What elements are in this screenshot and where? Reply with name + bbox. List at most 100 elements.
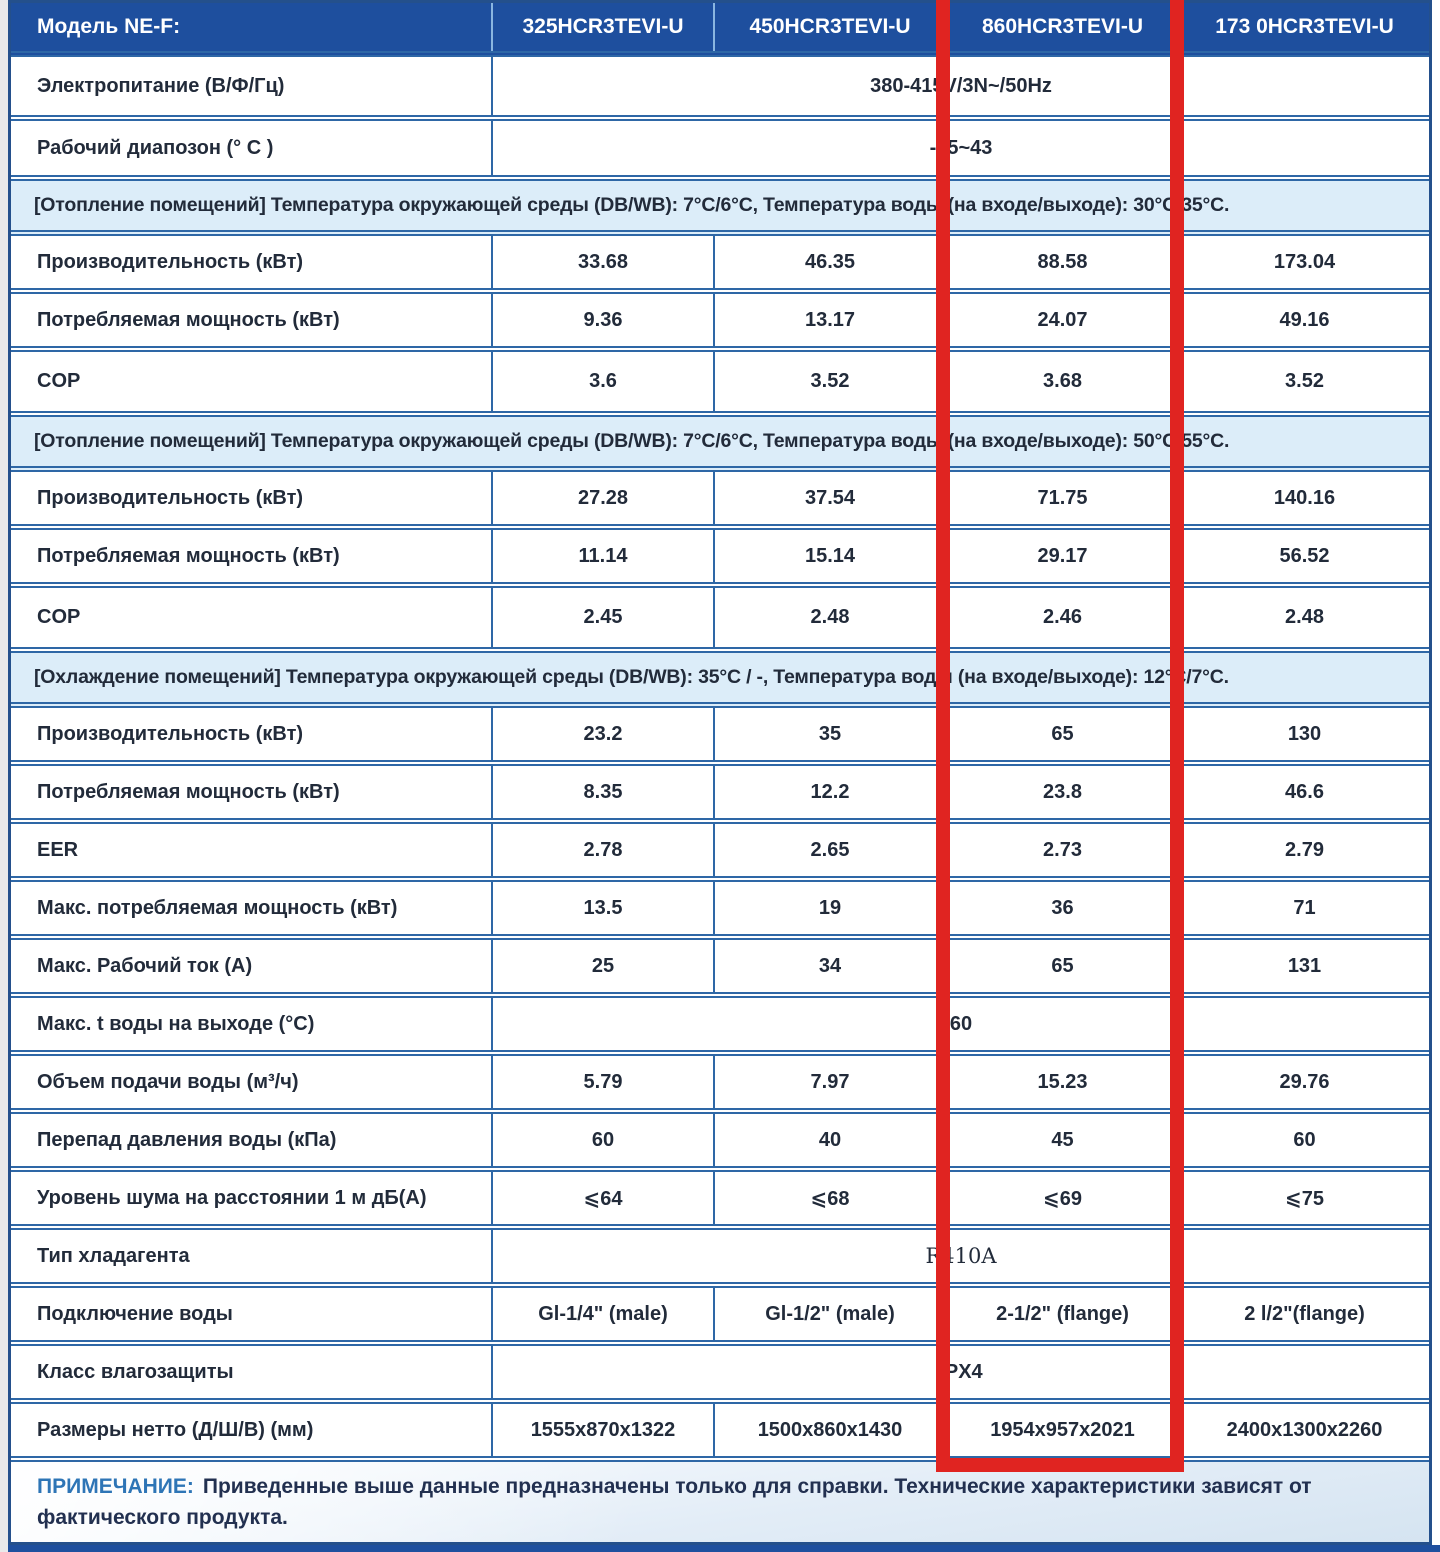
spec-label: Макс. Рабочий ток (А): [11, 940, 493, 992]
table-row: Уровень шума на расстоянии 1 м дБ(А) ⩽64 ⩽…: [11, 1172, 1429, 1230]
table-row: Производительность (кВт) 33.68 46.35 88.58 1…: [11, 236, 1429, 294]
spec-value-merged: -25~43: [929, 136, 993, 159]
section-header-row: [Отопление помещений] Температура окружа…: [11, 417, 1429, 472]
spec-value: ⩽69: [947, 1172, 1180, 1224]
column-header-1: 325HCR3TEVI-U: [493, 3, 715, 51]
spec-label: Электропитание (В/Ф/Гц): [11, 57, 493, 115]
spec-value: 9.36: [493, 294, 715, 346]
table-row: COP 2.45 2.48 2.46 2.48: [11, 588, 1429, 653]
spec-value: Gl-1/4" (male): [493, 1288, 715, 1340]
spec-label: Уровень шума на расстоянии 1 м дБ(А): [11, 1172, 493, 1224]
spec-value: 36: [947, 882, 1180, 934]
spec-value: 2.79: [1285, 838, 1324, 861]
spec-value: 2.73: [947, 824, 1180, 876]
section-title: [Отопление помещений] Температура окружа…: [34, 430, 1230, 452]
spec-value: 60: [1293, 1128, 1316, 1151]
section-title: [Охлаждение помещений] Температура окруж…: [34, 666, 1229, 688]
table-header-row: Модель NE-F: 325HCR3TEVI-U 450HCR3TEVI-U 86…: [11, 3, 1429, 57]
spec-value: 11.14: [493, 530, 715, 582]
section-header-row: [Отопление помещений] Температура окружа…: [11, 181, 1429, 236]
spec-value: 65: [947, 940, 1180, 992]
spec-value: 65: [947, 708, 1180, 760]
table-row: Производительность (кВт) 27.28 37.54 71.75 1…: [11, 472, 1429, 530]
spec-label: Производительность (кВт): [11, 708, 493, 760]
spec-value: 24.07: [947, 294, 1180, 346]
spec-label: Перепад давления воды (кПа): [11, 1114, 493, 1166]
table-row: Производительность (кВт) 23.2 35 65 130: [11, 708, 1429, 766]
table-row: Потребляемая мощность (кВт) 9.36 13.17 24.0…: [11, 294, 1429, 352]
spec-value: 37.54: [715, 472, 947, 524]
spec-value: 71: [1293, 896, 1316, 919]
note-label: ПРИМЕЧАНИЕ:: [37, 1474, 194, 1498]
spec-value: 2.78: [493, 824, 715, 876]
table-row: Потребляемая мощность (кВт) 8.35 12.2 23.8 4…: [11, 766, 1429, 824]
spec-value: 2.48: [1285, 606, 1324, 628]
spec-value: 2.65: [715, 824, 947, 876]
spec-value-merged: 380-415V/3N~/50Hz: [870, 74, 1052, 97]
spec-value: 3.68: [947, 352, 1180, 411]
table-row: COP 3.6 3.52 3.68 3.52: [11, 352, 1429, 417]
spec-value: 29.76: [1279, 1070, 1330, 1093]
page-left-margin: [0, 0, 8, 1552]
spec-value: 2-1/2" (flange): [947, 1288, 1180, 1340]
table-row: Подключение воды Gl-1/4" (male) Gl-1/2" (m…: [11, 1288, 1429, 1346]
spec-value: 33.68: [493, 236, 715, 288]
spec-value: 1555x870x1322: [493, 1404, 715, 1456]
spec-value: 25: [493, 940, 715, 992]
spec-value: 173.04: [1273, 250, 1336, 273]
spec-label: Класс влагозащиты: [11, 1346, 493, 1398]
spec-value: 3.52: [715, 352, 947, 411]
spec-value: ⩽68: [715, 1172, 947, 1224]
spec-value: 19: [715, 882, 947, 934]
spec-label: Макс. t воды на выходе (°C): [11, 998, 493, 1050]
spec-value: 2.48: [715, 588, 947, 647]
table-row: Класс влагозащиты IPX4: [11, 1346, 1429, 1404]
spec-value: 71.75: [947, 472, 1180, 524]
spec-value: 23.2: [493, 708, 715, 760]
spec-value: 34: [715, 940, 947, 992]
column-header-4: 173 0HCR3TEVI-U: [1215, 15, 1394, 38]
spec-value: 8.35: [493, 766, 715, 818]
spec-value-merged: 60: [949, 1012, 973, 1035]
table-row: Потребляемая мощность (кВт) 11.14 15.14 29.…: [11, 530, 1429, 588]
note-row: ПРИМЕЧАНИЕ: Приведенные выше данные предн…: [11, 1462, 1429, 1542]
spec-table: Модель NE-F: 325HCR3TEVI-U 450HCR3TEVI-U 86…: [8, 0, 1432, 1545]
spec-value: 12.2: [715, 766, 947, 818]
section-header-row: [Охлаждение помещений] Температура окруж…: [11, 653, 1429, 708]
spec-value: 1500x860x1430: [715, 1404, 947, 1456]
spec-value: ⩽75: [1284, 1187, 1324, 1210]
spec-value: 46.6: [1285, 780, 1324, 803]
note-text: ПРИМЕЧАНИЕ: Приведенные выше данные предн…: [37, 1471, 1367, 1534]
table-row: EER 2.78 2.65 2.73 2.79: [11, 824, 1429, 882]
spec-value: 45: [947, 1114, 1180, 1166]
spec-value: 1954x957x2021: [947, 1404, 1180, 1456]
spec-value: 3.6: [493, 352, 715, 411]
spec-value: 60: [493, 1114, 715, 1166]
spec-value: ⩽64: [493, 1172, 715, 1224]
spec-label: Объем подачи воды (м³/ч): [11, 1056, 493, 1108]
table-row: Рабочий диапозон (° C ) -25~43: [11, 121, 1429, 181]
spec-value: 140.16: [1273, 486, 1336, 509]
spec-value: 3.52: [1285, 370, 1324, 392]
spec-value: 49.16: [1279, 308, 1330, 331]
spec-label: Производительность (кВт): [11, 472, 493, 524]
spec-value: 13.17: [715, 294, 947, 346]
table-row: Макс. потребляемая мощность (кВт) 13.5 19 3…: [11, 882, 1429, 940]
spec-value: 5.79: [493, 1056, 715, 1108]
spec-value: 7.97: [715, 1056, 947, 1108]
spec-value: 35: [715, 708, 947, 760]
spec-value: 15.14: [715, 530, 947, 582]
spec-value: 23.8: [947, 766, 1180, 818]
table-row: Макс. t воды на выходе (°C) 60: [11, 998, 1429, 1056]
spec-value: 2 l/2"(flange): [1244, 1302, 1365, 1325]
spec-label: Рабочий диапозон (° C ): [11, 121, 493, 175]
table-row: Макс. Рабочий ток (А) 25 34 65 131: [11, 940, 1429, 998]
bottom-strip: [8, 1545, 1440, 1552]
spec-label: Размеры нетто (Д/Ш/В) (мм): [11, 1404, 493, 1456]
spec-value: 88.58: [947, 236, 1180, 288]
table-row: Размеры нетто (Д/Ш/В) (мм) 1555x870x1322 1…: [11, 1404, 1429, 1462]
spec-value: 15.23: [947, 1056, 1180, 1108]
spec-label: EER: [11, 824, 493, 876]
spec-value: 29.17: [947, 530, 1180, 582]
spec-label: Производительность (кВт): [11, 236, 493, 288]
